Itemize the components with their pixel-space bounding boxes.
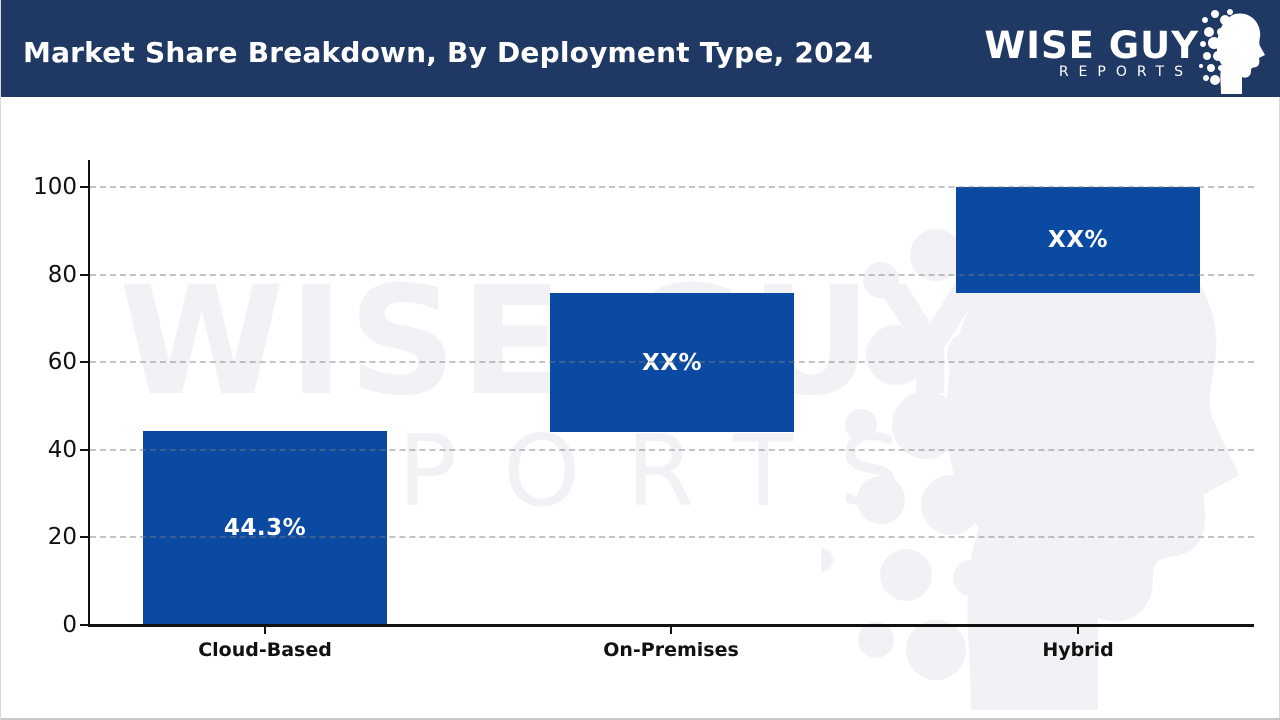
y-tick-label: 80 bbox=[47, 262, 77, 288]
y-tick bbox=[80, 536, 88, 538]
y-tick bbox=[80, 624, 88, 626]
y-tick bbox=[80, 449, 88, 451]
y-tick-label: 100 bbox=[33, 174, 77, 200]
header-bar: Market Share Breakdown, By Deployment Ty… bbox=[1, 0, 1280, 97]
gridline bbox=[90, 186, 1254, 188]
y-tick bbox=[80, 274, 88, 276]
y-tick bbox=[80, 186, 88, 188]
x-tick bbox=[670, 625, 672, 634]
brand-logo-name: WISE GUY bbox=[984, 24, 1199, 67]
x-tick bbox=[264, 625, 266, 634]
x-category-label: On-Premises bbox=[603, 639, 739, 661]
x-tick bbox=[1077, 625, 1079, 634]
bar-value-label: 44.3% bbox=[223, 515, 307, 541]
bar-cloud-based: 44.3% bbox=[143, 431, 387, 625]
x-category-label: Cloud-Based bbox=[198, 639, 332, 661]
y-tick-label: 40 bbox=[47, 437, 77, 463]
gridline bbox=[90, 361, 1254, 363]
y-tick-label: 0 bbox=[62, 612, 77, 638]
logo-face-icon bbox=[1199, 9, 1265, 94]
page-title: Market Share Breakdown, By Deployment Ty… bbox=[23, 36, 874, 69]
gridline bbox=[90, 536, 1254, 538]
brand-logo: WISE GUY REPORTS bbox=[984, 6, 1269, 94]
page-bottom-border bbox=[1, 718, 1280, 720]
y-tick bbox=[80, 361, 88, 363]
x-category-label: Hybrid bbox=[1042, 639, 1114, 661]
brand-logo-tagline: REPORTS bbox=[1058, 64, 1193, 80]
y-tick-label: 60 bbox=[47, 349, 77, 375]
bar-value-label: XX% bbox=[1047, 227, 1108, 253]
y-axis-line bbox=[88, 160, 90, 626]
gridline bbox=[90, 449, 1254, 451]
y-tick-label: 20 bbox=[47, 524, 77, 550]
bar-hybrid: XX% bbox=[956, 187, 1200, 293]
bar-on-premises: XX% bbox=[550, 293, 794, 432]
bar-value-label: XX% bbox=[641, 349, 702, 376]
gridline bbox=[90, 274, 1254, 276]
